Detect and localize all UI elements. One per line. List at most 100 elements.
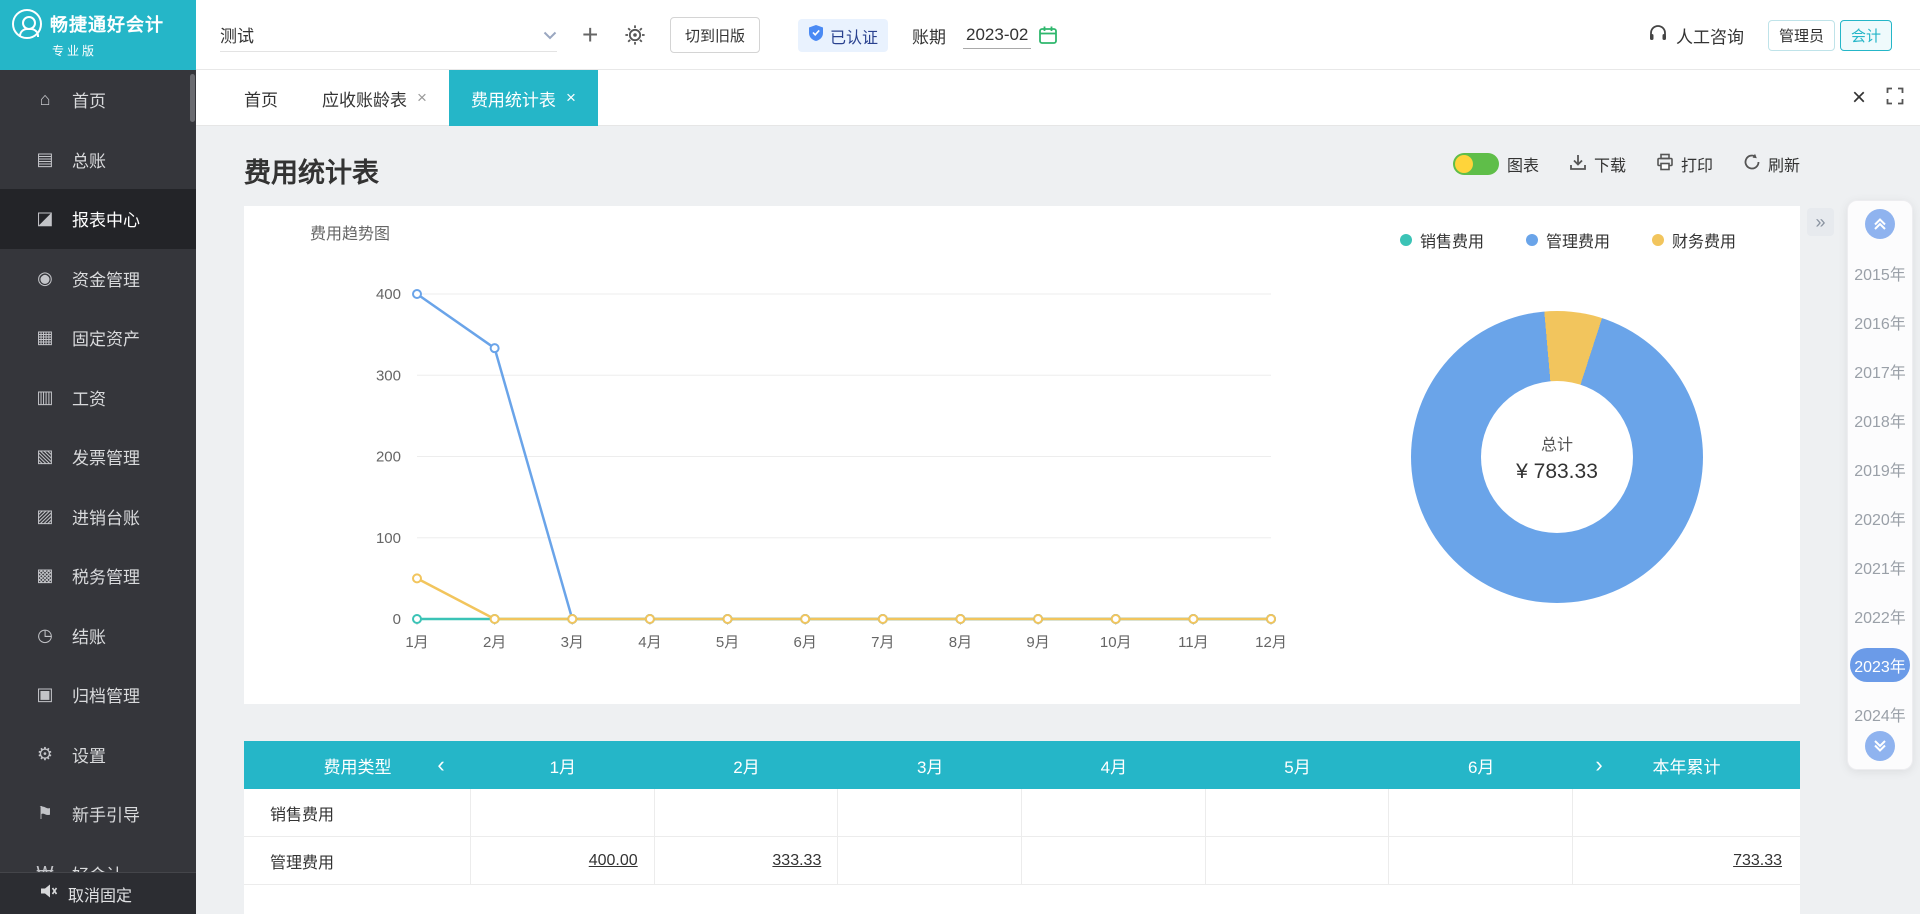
legend-item-management-expense[interactable]: 管理费用 [1525, 228, 1610, 252]
line-chart: 0 100 200 300 400 1月 2月 3月 4月 5月 6月 7月 8月 9月 10月 11月 12月 [376, 286, 1287, 651]
unpin-button[interactable]: 取消固定 [0, 872, 196, 914]
legend-item-sales-expense[interactable]: 销售费用 [1399, 228, 1484, 252]
tab-home[interactable]: 首页 [222, 70, 300, 126]
tab-label: 费用统计表 [470, 90, 556, 110]
period-label: 账期 [912, 27, 946, 47]
sidebar-item-general-ledger[interactable]: ▤ 总账 [0, 130, 196, 190]
sidebar-item-closing[interactable]: ◷ 结账 [0, 606, 196, 666]
svg-text:1月: 1月 [405, 634, 428, 651]
value-link[interactable]: 400.00 [588, 851, 638, 869]
value-link[interactable]: 333.33 [772, 851, 822, 869]
sidebar-item-payroll[interactable]: ▥ 工资 [0, 368, 196, 428]
download-button[interactable]: 下载 [1569, 152, 1626, 176]
close-tabs-icon[interactable]: × [1851, 84, 1866, 111]
year-item-2019[interactable]: 2019年 [1854, 463, 1906, 480]
year-item-2020[interactable]: 2020年 [1854, 512, 1906, 529]
speaker-off-icon [40, 883, 58, 904]
sidebar-item-label: 工资 [72, 389, 106, 409]
year-item-2016[interactable]: 2016年 [1854, 316, 1906, 333]
role-accountant-button[interactable]: 会计 [1840, 20, 1893, 51]
settings-icon: ⚙ [36, 743, 54, 764]
sidebar-item-purchase-sales[interactable]: ▨ 进销台账 [0, 487, 196, 547]
refresh-button[interactable]: 刷新 [1743, 152, 1800, 176]
cell-sales-expense-m2 [655, 789, 839, 836]
cell-management-expense-m4 [1022, 837, 1206, 884]
sidebar-scrollbar[interactable] [190, 74, 195, 122]
svg-text:100: 100 [376, 530, 401, 547]
col-header-month-6: 6月 [1467, 757, 1495, 777]
app-name: 畅捷通好会计 [50, 15, 164, 35]
refresh-label: 刷新 [1767, 158, 1800, 175]
tab-tools: × [1852, 70, 1904, 126]
shield-check-icon [808, 24, 824, 47]
funds-icon: ◉ [37, 267, 53, 288]
fixed-assets-icon: ▦ [36, 327, 54, 348]
sidebar-item-settings[interactable]: ⚙ 设置 [0, 725, 196, 785]
year-item-2022[interactable]: 2022年 [1854, 610, 1906, 627]
sidebar-item-fixed-assets[interactable]: ▦ 固定资产 [0, 308, 196, 368]
year-item-2023[interactable]: 2023年 [1850, 648, 1910, 682]
sidebar-item-label: 报表中心 [72, 211, 140, 231]
sidebar-item-archive[interactable]: ▣ 归档管理 [0, 665, 196, 725]
cell-sales-expense-m6 [1389, 789, 1574, 836]
gear-icon[interactable] [624, 0, 646, 70]
legend-label: 管理费用 [1545, 234, 1610, 251]
sidebar-item-haokuaiji[interactable]: ₩ 好会计 [0, 844, 196, 872]
tab-close-icon[interactable]: × [565, 88, 576, 107]
year-item-2015[interactable]: 2015年 [1854, 267, 1906, 284]
year-item-2018[interactable]: 2018年 [1854, 414, 1906, 431]
legend-item-finance-expense[interactable]: 财务费用 [1651, 228, 1736, 252]
sidebar-item-label: 进销台账 [72, 508, 140, 528]
donut-center: 总计 ¥ 783.33 [1481, 381, 1633, 533]
tab-close-icon[interactable]: × [417, 88, 427, 107]
add-account-button[interactable]: + [582, 19, 599, 50]
top-bar: 畅捷通好会计 专业版 测试 + 切到旧版 已认证 账期 2023-02 [0, 0, 1920, 70]
sidebar-item-tax[interactable]: ▩ 税务管理 [0, 546, 196, 606]
period-value[interactable]: 2023-02 [963, 21, 1032, 49]
sidebar-menu: ⌂ 首页 ▤ 总账 ◪ 报表中心 ◉ 资金管理 ▦ 固定资产 ▥ 工资 ▧ 发票管理 ▨ 进销台账 ▩ 税务管理 ◷… [0, 70, 196, 872]
collapse-panel-icon[interactable]: » [1807, 208, 1834, 236]
value-link[interactable]: 733.33 [1733, 851, 1783, 869]
sidebar-item-report-center[interactable]: ◪ 报表中心 [0, 189, 196, 249]
tab-expense-statistics[interactable]: 费用统计表 × [448, 70, 598, 126]
row-type-label: 管理费用 [244, 837, 471, 884]
svg-text:10月: 10月 [1100, 634, 1132, 651]
support-button[interactable]: 人工咨询 [1648, 0, 1744, 70]
sidebar-item-label: 总账 [72, 151, 106, 171]
sidebar-item-label: 发票管理 [72, 449, 140, 469]
svg-text:400: 400 [376, 286, 401, 303]
svg-text:6月: 6月 [794, 634, 817, 651]
tab-strip: 首页 应收账龄表 × 费用统计表 × [222, 70, 598, 126]
tab-label: 应收账龄表 [322, 90, 407, 110]
payroll-icon: ▥ [36, 386, 54, 407]
print-button[interactable]: 打印 [1656, 152, 1713, 176]
year-item-2021[interactable]: 2021年 [1854, 561, 1906, 578]
svg-text:3月: 3月 [561, 634, 584, 651]
headset-icon [1648, 23, 1668, 48]
tab-receivable-aging[interactable]: 应收账龄表 × [300, 70, 449, 126]
years-scroll-up-icon[interactable] [1865, 209, 1895, 239]
year-item-2017[interactable]: 2017年 [1854, 365, 1906, 382]
legend-dot-icon [1399, 234, 1412, 246]
download-icon [1569, 153, 1587, 176]
months-prev-icon[interactable]: ‹ [437, 752, 445, 777]
sidebar-item-invoices[interactable]: ▧ 发票管理 [0, 427, 196, 487]
table-row-sales-expense: 销售费用 [244, 789, 1800, 837]
years-scroll-down-icon[interactable] [1865, 731, 1895, 761]
calendar-icon[interactable] [1038, 25, 1058, 50]
switch-old-version-button[interactable]: 切到旧版 [670, 17, 761, 53]
svg-text:8月: 8月 [949, 634, 972, 651]
months-next-icon[interactable]: › [1595, 752, 1603, 777]
svg-text:0: 0 [393, 611, 401, 628]
chart-toggle[interactable] [1452, 153, 1499, 175]
sidebar-item-funds[interactable]: ◉ 资金管理 [0, 249, 196, 309]
legend-dot-icon [1525, 234, 1538, 246]
sidebar-item-home[interactable]: ⌂ 首页 [0, 70, 196, 130]
sidebar-item-label: 新手引导 [72, 806, 140, 826]
account-selector[interactable]: 测试 [220, 18, 557, 52]
download-label: 下载 [1593, 158, 1626, 175]
year-item-2024[interactable]: 2024年 [1854, 708, 1906, 725]
fullscreen-icon[interactable] [1886, 87, 1904, 110]
role-admin-button[interactable]: 管理员 [1768, 20, 1836, 51]
sidebar-item-guide[interactable]: ⚑ 新手引导 [0, 784, 196, 844]
